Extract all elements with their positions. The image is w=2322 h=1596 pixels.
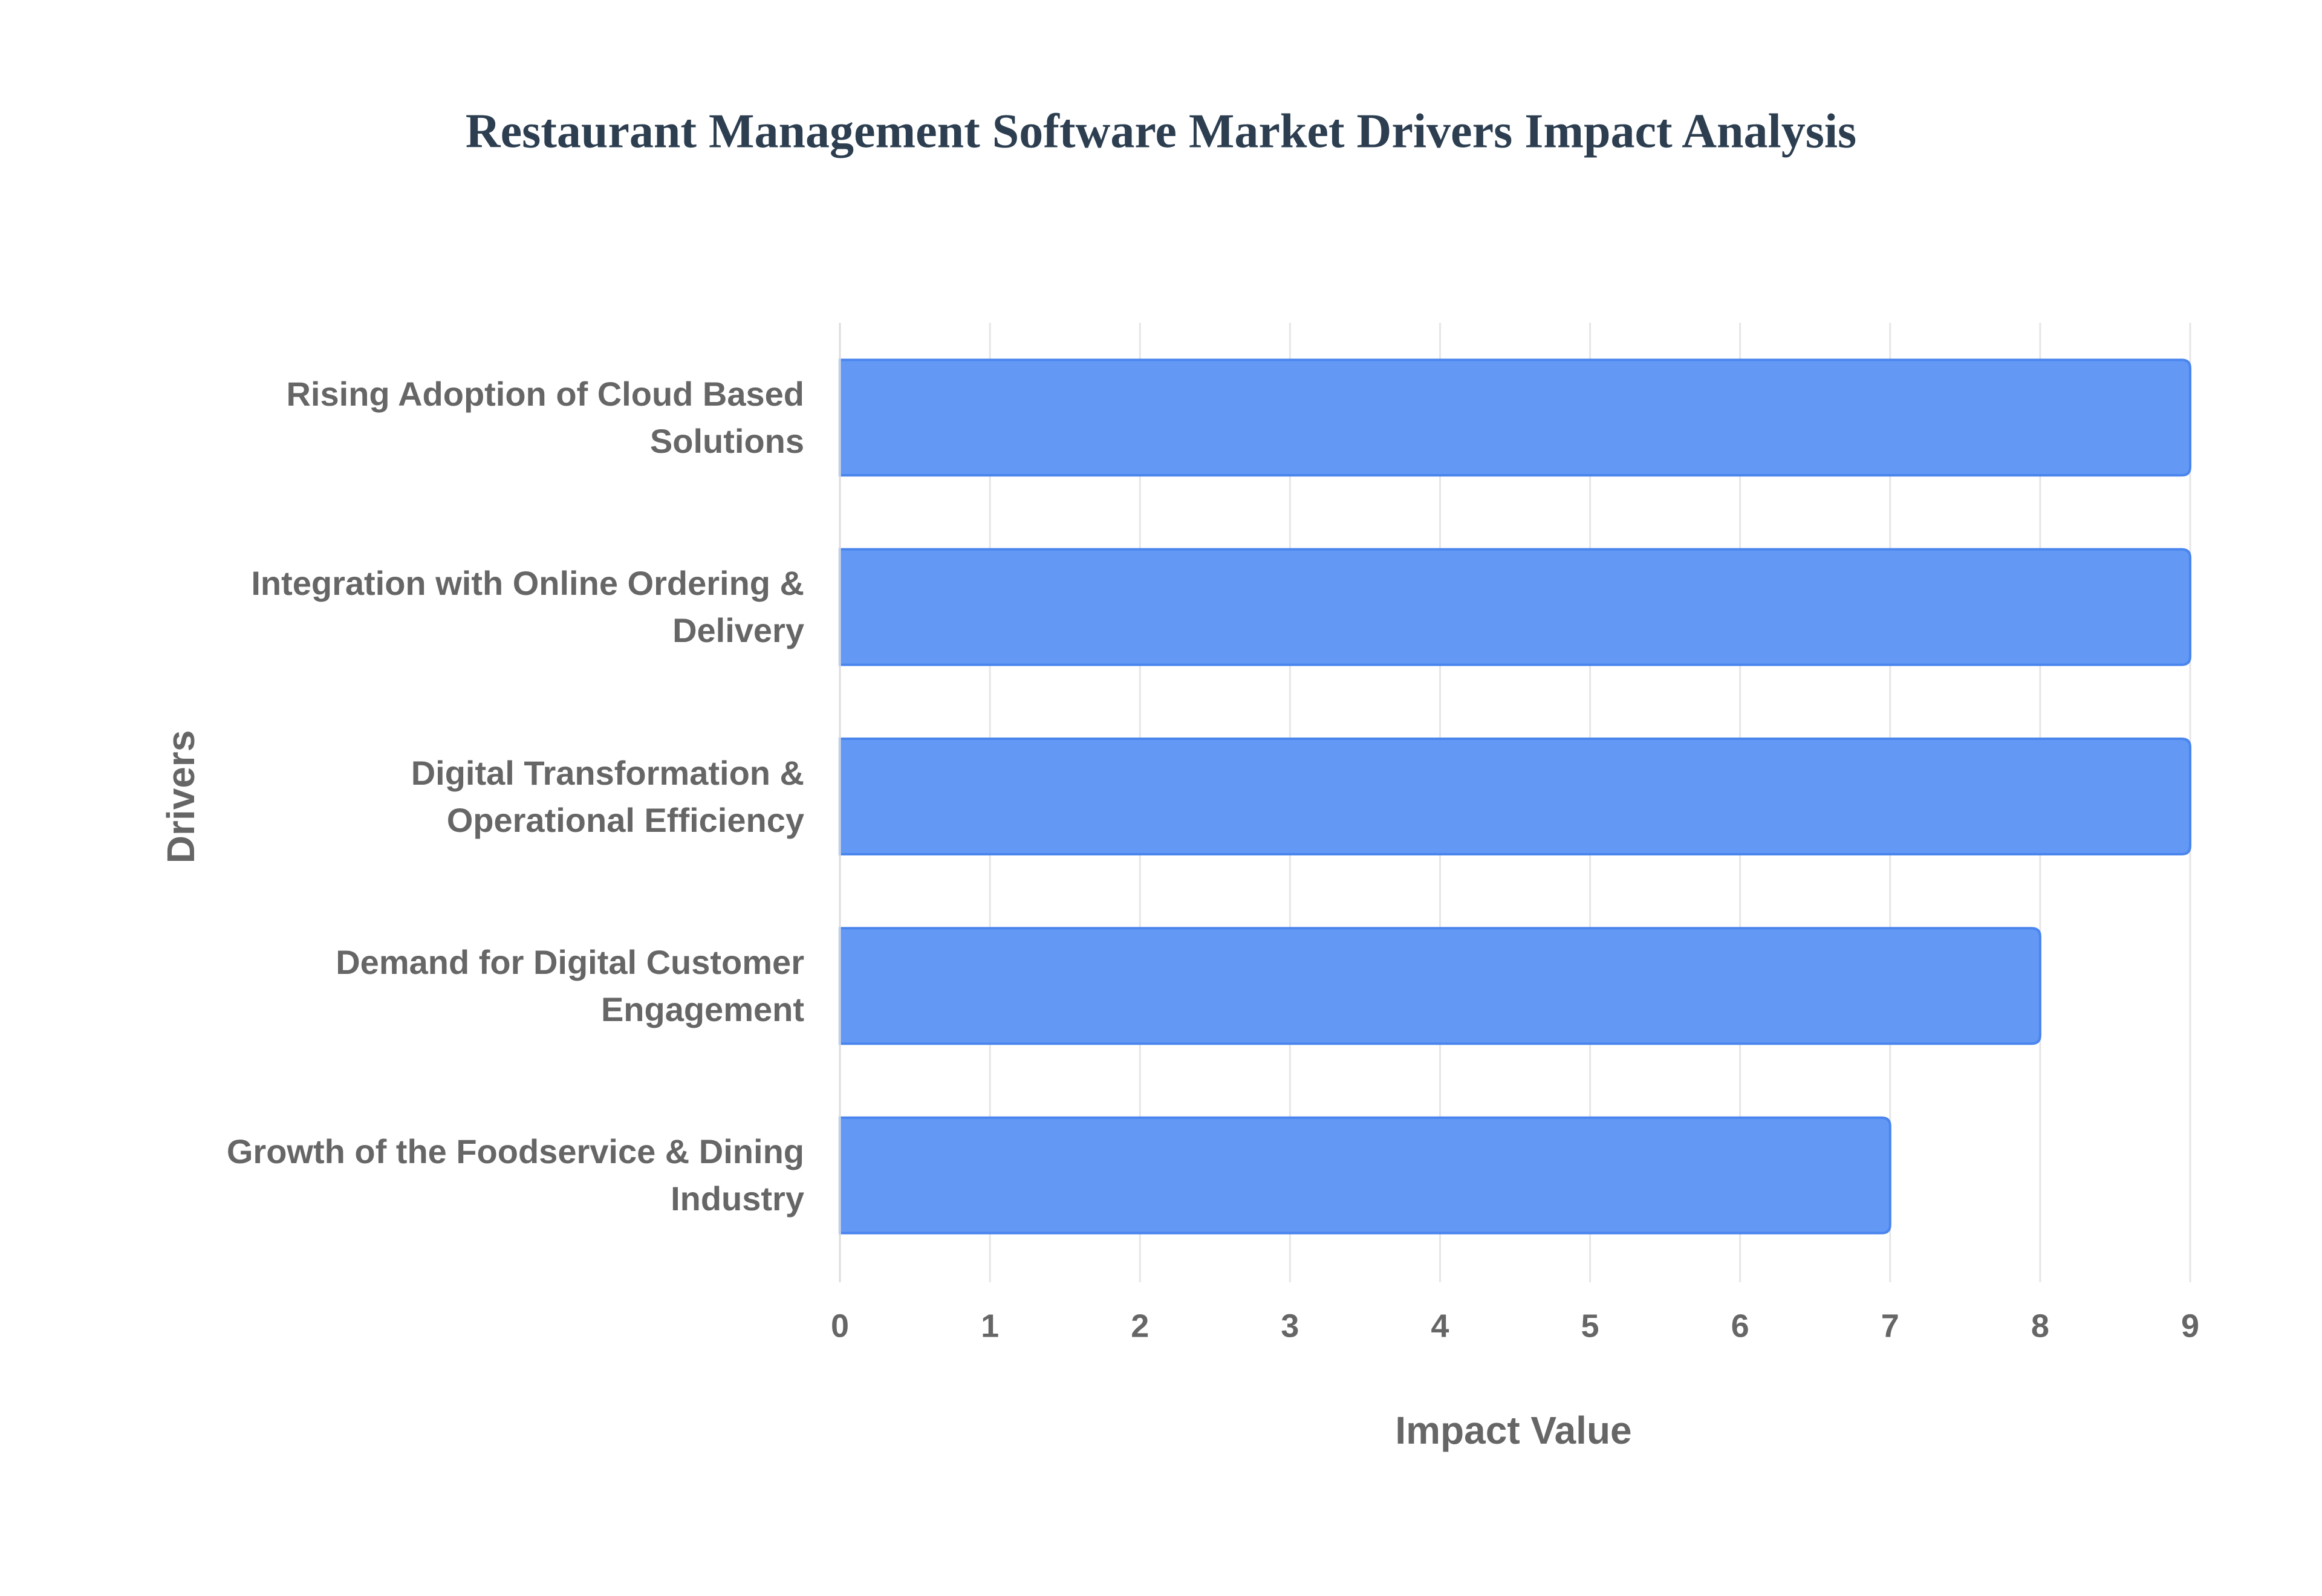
x-tick-label: 9 [2181, 1308, 2199, 1344]
bar [839, 738, 2191, 855]
x-tick-label: 3 [1281, 1308, 1299, 1344]
x-tick-label: 7 [1881, 1308, 1899, 1344]
bar [839, 1116, 1891, 1234]
x-axis-label: Impact Value [1395, 1409, 1631, 1452]
bar [839, 548, 2191, 666]
x-tick-label: 0 [831, 1308, 849, 1344]
y-axis-label: Drivers [159, 730, 203, 864]
y-tick-label: Rising Adoption of Cloud Based Solutions [286, 374, 804, 460]
y-tick-label: Digital Transformation & Operational Eff… [411, 753, 804, 839]
x-tick-label: 8 [2031, 1308, 2049, 1344]
x-tick-label: 1 [981, 1308, 999, 1344]
bar [839, 927, 2041, 1045]
x-tick-label: 2 [1131, 1308, 1149, 1344]
y-tick-label: Growth of the Foodservice & Dining Indus… [226, 1132, 804, 1218]
x-tick-label: 4 [1431, 1308, 1449, 1344]
y-tick-label: Integration with Online Ordering & Deliv… [251, 564, 804, 650]
x-tick-label: 5 [1581, 1308, 1599, 1344]
x-tick-label: 6 [1731, 1308, 1749, 1344]
chart-title: Restaurant Management Software Market Dr… [466, 105, 1856, 158]
bar [839, 358, 2191, 477]
y-tick-label: Demand for Digital Customer Engagement [336, 942, 804, 1028]
